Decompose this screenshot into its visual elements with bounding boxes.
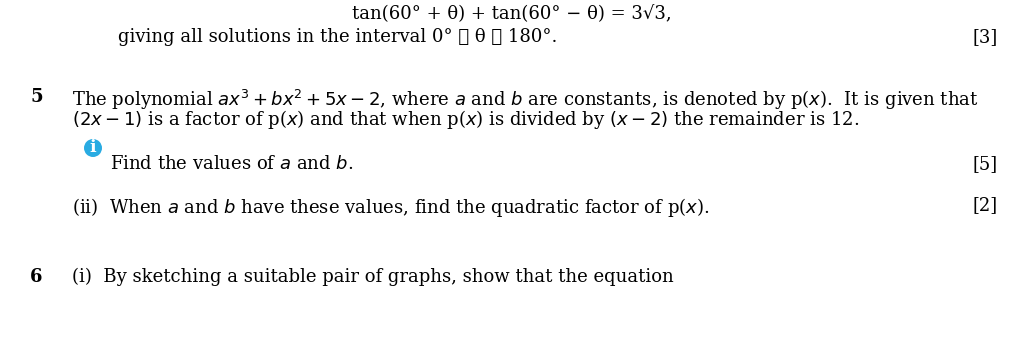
Text: 6: 6 xyxy=(30,268,43,286)
Text: i: i xyxy=(90,140,96,156)
Text: (i)  By sketching a suitable pair of graphs, show that the equation: (i) By sketching a suitable pair of grap… xyxy=(72,268,674,286)
Text: (ii)  When $a$ and $b$ have these values, find the quadratic factor of p($x$).: (ii) When $a$ and $b$ have these values,… xyxy=(72,196,710,219)
Text: giving all solutions in the interval 0° ⩽ θ ⩽ 180°.: giving all solutions in the interval 0° … xyxy=(118,28,557,46)
Text: [2]: [2] xyxy=(973,196,998,214)
Text: Find the values of $a$ and $b$.: Find the values of $a$ and $b$. xyxy=(110,155,353,173)
Text: The polynomial $ax^3 + bx^2 + 5x - 2$, where $a$ and $b$ are constants, is denot: The polynomial $ax^3 + bx^2 + 5x - 2$, w… xyxy=(72,88,979,112)
Text: [5]: [5] xyxy=(973,155,998,173)
Text: [3]: [3] xyxy=(973,28,998,46)
Text: 5: 5 xyxy=(30,88,43,106)
Text: $(2x - 1)$ is a factor of p($x$) and that when p($x$) is divided by $(x - 2)$ th: $(2x - 1)$ is a factor of p($x$) and tha… xyxy=(72,108,859,131)
Circle shape xyxy=(84,139,102,157)
Text: tan(60° + θ) + tan(60° − θ) = 3√3,: tan(60° + θ) + tan(60° − θ) = 3√3, xyxy=(352,5,672,23)
